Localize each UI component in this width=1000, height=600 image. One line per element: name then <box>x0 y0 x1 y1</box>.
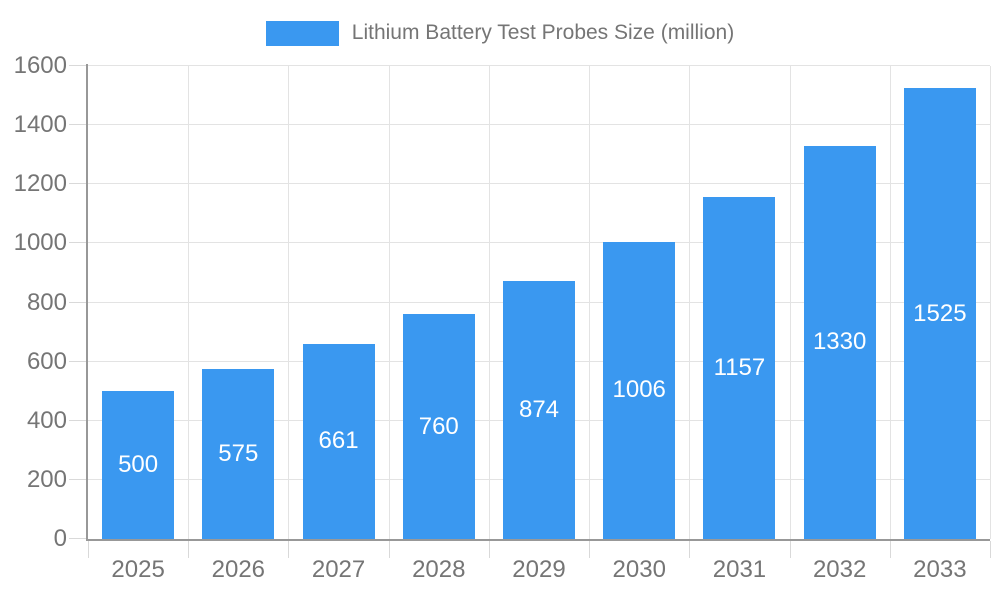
y-axis-label: 800 <box>26 288 67 316</box>
x-axis-tick <box>789 541 791 558</box>
bar-2026[interactable]: 575 <box>202 369 275 539</box>
x-axis-label: 2027 <box>311 556 366 583</box>
bar-2030[interactable]: 1006 <box>603 241 676 539</box>
x-axis-tick <box>88 541 89 558</box>
legend-color-swatch <box>265 20 339 46</box>
y-axis-label: 200 <box>26 465 67 493</box>
y-axis-tick <box>69 538 86 539</box>
bar-value-label: 575 <box>218 440 259 467</box>
x-axis-tick <box>689 541 691 558</box>
x-gridline <box>388 66 390 539</box>
x-axis-tick <box>188 541 190 558</box>
bar-value-label: 760 <box>418 412 459 440</box>
y-axis-tick <box>69 124 86 126</box>
x-gridline <box>689 66 691 539</box>
y-axis-tick <box>69 183 86 185</box>
y-gridline <box>88 242 990 244</box>
plot-area: 0 200 400 600 800 1000 1200 1400 1600 500 2025 575 2… <box>14 53 991 583</box>
bar-2032[interactable]: 1330 <box>803 145 876 539</box>
x-axis-line <box>86 539 990 541</box>
x-axis-tick <box>388 541 390 558</box>
x-gridline <box>889 66 891 539</box>
chart-legend[interactable]: Lithium Battery Test Probes Size (millio… <box>0 18 1000 48</box>
bar-value-label: 1330 <box>812 328 867 356</box>
bar-2031[interactable]: 1157 <box>703 196 776 539</box>
y-axis-label: 1200 <box>13 170 67 198</box>
y-axis-tick <box>69 419 86 421</box>
x-axis-label: 2031 <box>712 556 767 583</box>
y-axis-tick <box>69 360 86 362</box>
bar-value-label: 500 <box>118 451 159 479</box>
bar-value-label: 874 <box>518 395 560 423</box>
x-axis-tick <box>288 541 290 558</box>
x-axis-label: 2029 <box>512 556 566 583</box>
x-gridline <box>589 66 591 539</box>
y-axis-tick <box>69 65 86 66</box>
y-axis-tick <box>69 242 86 244</box>
x-axis-tick <box>990 541 991 558</box>
x-gridline <box>789 66 791 539</box>
bar-2027[interactable]: 661 <box>302 343 375 539</box>
bar-value-label: 1006 <box>612 376 666 404</box>
x-gridline <box>990 66 991 539</box>
y-axis-label: 1600 <box>13 52 67 79</box>
y-axis-tick <box>69 301 86 303</box>
y-axis-label: 1400 <box>13 111 67 139</box>
y-axis-label: 1000 <box>13 229 67 257</box>
y-gridline <box>88 65 990 66</box>
x-gridline <box>188 66 190 539</box>
y-axis-line <box>86 64 88 539</box>
y-gridline <box>88 124 990 126</box>
bar-value-label: 661 <box>318 427 359 455</box>
y-axis-label: 600 <box>26 347 67 375</box>
x-axis-label: 2026 <box>211 556 266 583</box>
x-gridline <box>288 66 290 539</box>
y-axis-label: 0 <box>53 525 67 552</box>
y-axis-tick <box>69 478 86 480</box>
legend-label: Lithium Battery Test Probes Size (millio… <box>351 21 735 44</box>
x-axis-label: 2033 <box>913 556 967 583</box>
bar-2029[interactable]: 874 <box>503 280 575 539</box>
x-axis-tick <box>889 541 891 558</box>
x-axis-label: 2032 <box>812 556 867 583</box>
x-axis-label: 2025 <box>111 556 165 583</box>
x-axis-tick <box>488 541 490 558</box>
bar-2033[interactable]: 1525 <box>903 88 976 539</box>
x-axis-label: 2028 <box>412 556 466 583</box>
x-axis-tick <box>589 541 591 558</box>
x-axis-label: 2030 <box>612 556 666 583</box>
y-axis-label: 400 <box>26 406 67 434</box>
bar-value-label: 1525 <box>913 299 967 327</box>
bar-2025[interactable]: 500 <box>102 391 175 539</box>
y-gridline <box>88 183 990 185</box>
bar-2028[interactable]: 760 <box>402 314 475 539</box>
x-gridline <box>488 66 490 539</box>
bar-value-label: 1157 <box>713 353 766 381</box>
